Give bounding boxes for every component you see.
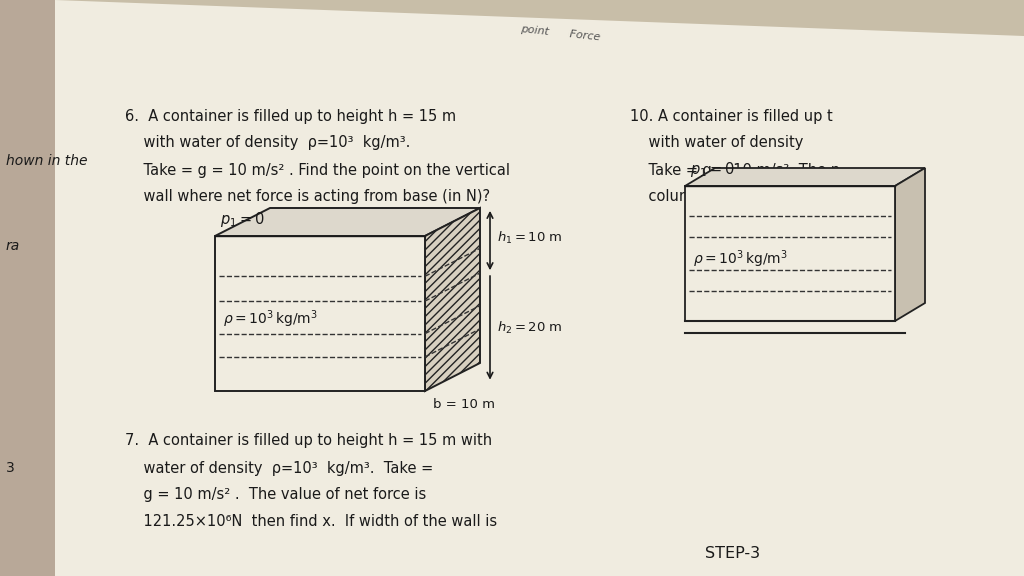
Polygon shape <box>685 186 895 321</box>
Text: wall where net force is acting from base (in N)?: wall where net force is acting from base… <box>125 190 490 204</box>
Text: ra: ra <box>6 239 20 253</box>
Text: $h_2 = 20$ m: $h_2 = 20$ m <box>497 320 563 336</box>
Text: column open to the atm at: column open to the atm at <box>630 190 845 204</box>
Polygon shape <box>685 168 925 186</box>
Text: 121.25×10⁶N  then find x.  If width of the wall is: 121.25×10⁶N then find x. If width of the… <box>125 514 497 529</box>
Text: $\rho = 10^3\,\mathrm{kg/m^3}$: $\rho = 10^3\,\mathrm{kg/m^3}$ <box>693 248 788 270</box>
Text: hown in the: hown in the <box>6 154 87 168</box>
Text: Take = g = 10 m/s². The p: Take = g = 10 m/s². The p <box>630 162 840 177</box>
Text: water of density  ρ=10³  kg/m³.  Take =: water of density ρ=10³ kg/m³. Take = <box>125 460 433 476</box>
Text: $p_1 = 0$: $p_1 = 0$ <box>220 210 264 229</box>
Text: 3: 3 <box>6 461 14 475</box>
Text: 6.  A container is filled up to height h = 15 m: 6. A container is filled up to height h … <box>125 108 456 123</box>
Text: $\rho = 10^3\,\mathrm{kg/m^3}$: $\rho = 10^3\,\mathrm{kg/m^3}$ <box>223 309 318 331</box>
Text: point      Force: point Force <box>520 24 601 42</box>
Polygon shape <box>425 208 480 391</box>
Text: Take = g = 10 m/s² . Find the point on the vertical: Take = g = 10 m/s² . Find the point on t… <box>125 162 510 177</box>
Polygon shape <box>895 168 925 321</box>
Text: b = 10 m: b = 10 m <box>433 398 495 411</box>
Text: g = 10 m/s² .  The value of net force is: g = 10 m/s² . The value of net force is <box>125 487 426 502</box>
Text: 7.  A container is filled up to height h = 15 m with: 7. A container is filled up to height h … <box>125 434 493 449</box>
Text: $h_1 = 10$ m: $h_1 = 10$ m <box>497 229 563 245</box>
Text: 10. A container is filled up t: 10. A container is filled up t <box>630 108 833 123</box>
Text: STEP-3: STEP-3 <box>705 547 760 562</box>
Polygon shape <box>215 208 480 236</box>
Polygon shape <box>215 236 425 391</box>
Polygon shape <box>0 0 55 576</box>
Text: with water of density  ρ=10³  kg/m³.: with water of density ρ=10³ kg/m³. <box>125 135 411 150</box>
Text: with water of density: with water of density <box>630 135 804 150</box>
Polygon shape <box>55 0 1024 576</box>
Text: $p_1 = 0$: $p_1 = 0$ <box>690 160 734 179</box>
